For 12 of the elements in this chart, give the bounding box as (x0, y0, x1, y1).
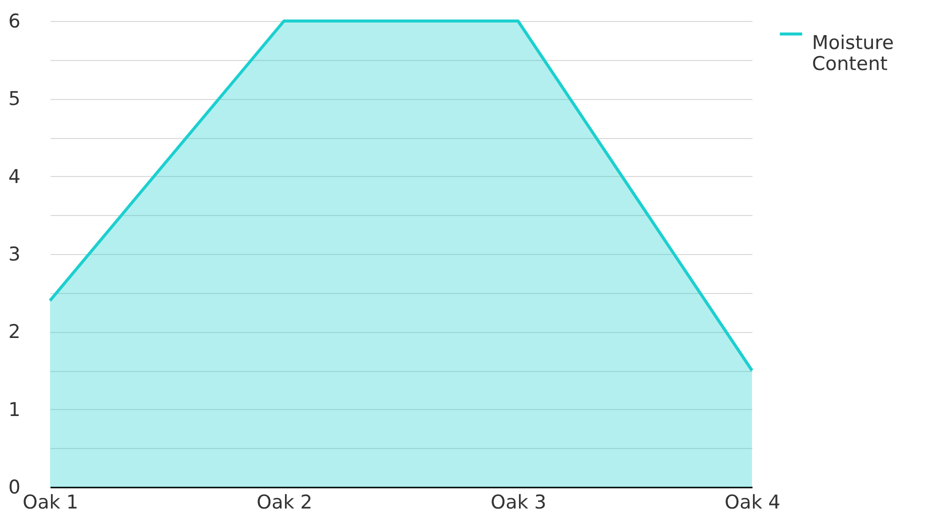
y-tick-label: 6 (8, 10, 20, 32)
legend-label: Moisture Content (812, 32, 894, 75)
x-tick-label: Oak 2 (256, 492, 312, 514)
y-tick-label: 5 (8, 88, 20, 110)
y-tick-label: 3 (8, 244, 20, 266)
x-tick-label: Oak 1 (22, 492, 78, 514)
y-tick-label: 1 (8, 398, 20, 421)
x-tick-label: Oak 4 (724, 492, 780, 514)
x-tick-label: Oak 3 (490, 492, 546, 514)
y-tick-label: 0 (8, 476, 20, 498)
y-tick-label: 4 (8, 166, 20, 188)
y-tick-label: 2 (8, 321, 20, 344)
